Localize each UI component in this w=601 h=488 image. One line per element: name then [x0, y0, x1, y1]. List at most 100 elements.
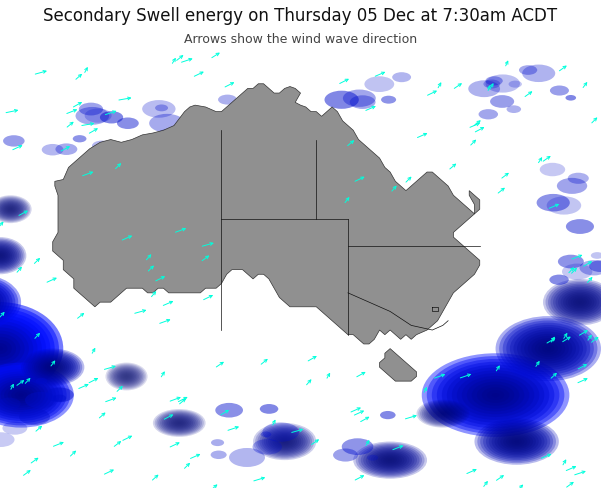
Ellipse shape [79, 102, 103, 116]
Ellipse shape [156, 411, 202, 435]
Ellipse shape [0, 197, 29, 221]
Ellipse shape [350, 95, 376, 109]
Ellipse shape [108, 365, 145, 388]
Ellipse shape [0, 251, 7, 261]
Ellipse shape [548, 282, 601, 322]
Ellipse shape [524, 334, 572, 364]
Ellipse shape [21, 348, 84, 386]
Ellipse shape [373, 451, 407, 468]
Ellipse shape [543, 279, 601, 325]
Ellipse shape [498, 431, 536, 452]
Ellipse shape [562, 264, 593, 280]
Ellipse shape [507, 105, 521, 113]
Ellipse shape [211, 439, 224, 446]
Ellipse shape [107, 364, 146, 389]
Ellipse shape [558, 288, 601, 316]
Ellipse shape [429, 407, 457, 421]
Ellipse shape [483, 423, 551, 460]
Ellipse shape [253, 423, 316, 460]
Ellipse shape [333, 448, 358, 462]
Ellipse shape [46, 387, 74, 402]
Ellipse shape [15, 391, 27, 399]
Ellipse shape [0, 199, 26, 220]
Ellipse shape [229, 448, 265, 467]
Ellipse shape [0, 284, 7, 321]
Ellipse shape [55, 143, 78, 155]
Ellipse shape [156, 129, 182, 143]
Ellipse shape [266, 430, 304, 452]
Ellipse shape [279, 438, 290, 445]
Ellipse shape [570, 296, 589, 308]
Ellipse shape [378, 454, 402, 466]
Ellipse shape [0, 242, 19, 269]
Ellipse shape [0, 248, 10, 263]
Ellipse shape [0, 252, 5, 259]
Ellipse shape [0, 321, 37, 376]
Ellipse shape [0, 198, 27, 220]
Ellipse shape [490, 95, 514, 108]
Ellipse shape [34, 356, 72, 378]
Ellipse shape [368, 449, 412, 471]
Ellipse shape [7, 206, 14, 212]
Ellipse shape [579, 260, 601, 275]
Ellipse shape [29, 354, 76, 381]
Ellipse shape [252, 439, 282, 455]
Ellipse shape [263, 423, 299, 442]
Ellipse shape [513, 327, 583, 370]
Ellipse shape [218, 95, 237, 104]
Ellipse shape [435, 409, 451, 418]
Ellipse shape [120, 372, 133, 381]
Ellipse shape [495, 429, 538, 454]
Ellipse shape [40, 360, 65, 374]
Ellipse shape [591, 252, 601, 259]
Ellipse shape [215, 403, 243, 418]
Ellipse shape [260, 404, 278, 414]
Ellipse shape [43, 361, 63, 373]
Ellipse shape [0, 376, 52, 414]
Ellipse shape [542, 345, 555, 352]
Ellipse shape [537, 194, 570, 211]
Ellipse shape [3, 135, 25, 146]
Ellipse shape [160, 413, 198, 433]
Ellipse shape [566, 95, 576, 101]
Ellipse shape [0, 308, 55, 389]
Ellipse shape [422, 353, 569, 437]
Ellipse shape [462, 376, 529, 414]
Ellipse shape [367, 455, 378, 461]
Ellipse shape [0, 346, 3, 351]
Ellipse shape [506, 323, 590, 374]
Ellipse shape [0, 287, 1, 317]
Ellipse shape [467, 379, 524, 411]
Ellipse shape [36, 357, 69, 377]
Ellipse shape [0, 278, 16, 326]
Ellipse shape [422, 403, 464, 425]
Ellipse shape [522, 64, 555, 82]
Ellipse shape [427, 406, 459, 422]
Polygon shape [53, 84, 480, 344]
Ellipse shape [0, 280, 13, 325]
Ellipse shape [0, 196, 30, 222]
Ellipse shape [343, 89, 376, 107]
Ellipse shape [276, 437, 293, 446]
Ellipse shape [5, 205, 16, 213]
Ellipse shape [115, 369, 138, 384]
Ellipse shape [472, 382, 519, 408]
Ellipse shape [41, 144, 64, 156]
Ellipse shape [264, 429, 305, 454]
Ellipse shape [557, 178, 587, 194]
Ellipse shape [426, 405, 460, 423]
Ellipse shape [0, 282, 10, 323]
Ellipse shape [1, 203, 20, 216]
Ellipse shape [508, 81, 522, 88]
Ellipse shape [270, 433, 299, 450]
Ellipse shape [573, 298, 587, 306]
Ellipse shape [4, 385, 38, 406]
Ellipse shape [361, 446, 419, 475]
Ellipse shape [0, 305, 59, 392]
Ellipse shape [363, 447, 417, 474]
Ellipse shape [431, 407, 455, 420]
Ellipse shape [549, 275, 569, 285]
Ellipse shape [568, 173, 589, 184]
Ellipse shape [2, 204, 19, 215]
Ellipse shape [0, 380, 45, 410]
